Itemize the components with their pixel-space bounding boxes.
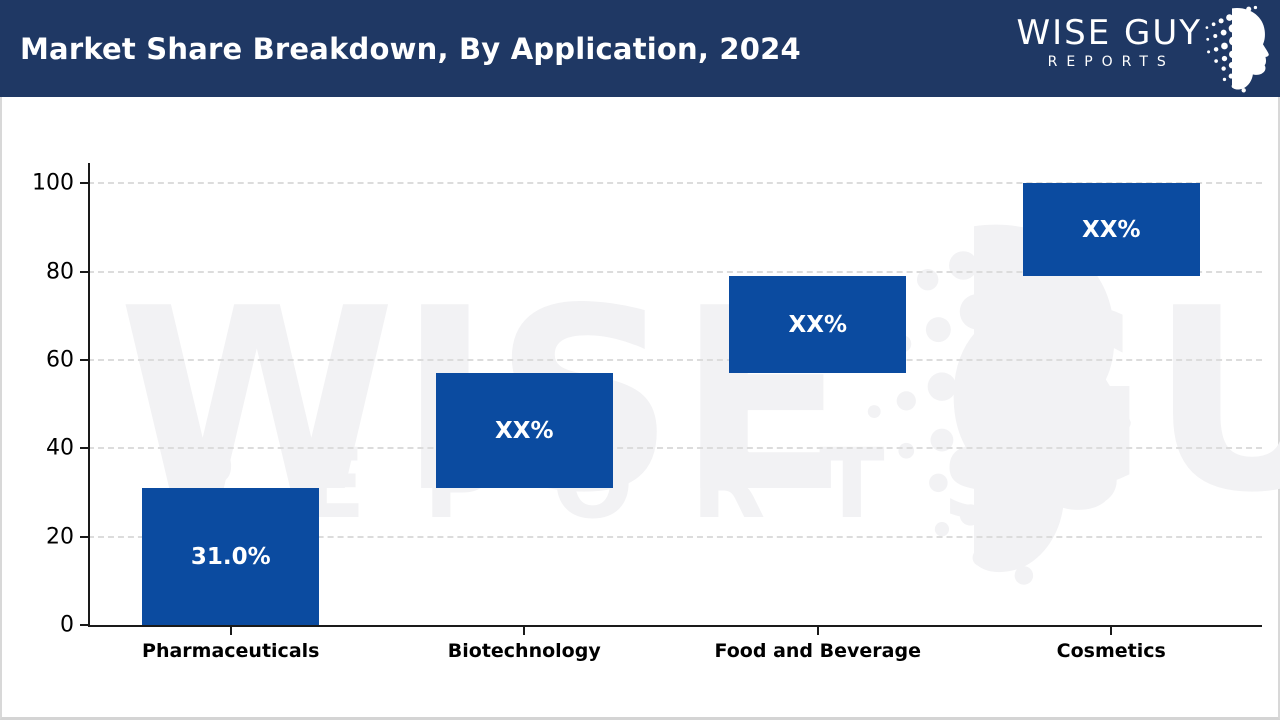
bar-pharmaceuticals: 31.0% [142, 488, 320, 625]
x-category-label: Cosmetics [1056, 640, 1166, 662]
x-tick-mark [1110, 627, 1113, 635]
y-tick-label: 20 [46, 524, 74, 550]
bar-cosmetics: XX% [1022, 183, 1200, 277]
x-axis-spine [88, 625, 1262, 627]
x-category-label: Biotechnology [447, 640, 601, 662]
y-tick-label: 80 [46, 259, 74, 285]
bar-biotechnology: XX% [435, 373, 613, 489]
bar-value-label: XX% [494, 417, 554, 444]
y-tick-label: 40 [46, 435, 74, 461]
bar-value-label: XX% [1081, 216, 1141, 243]
logo-wordmark: WISE GUY REPORTS [1016, 13, 1202, 70]
chart-title: Market Share Breakdown, By Application, … [20, 31, 801, 66]
gridline-80 [88, 270, 1262, 273]
gridline-40 [88, 447, 1262, 450]
logo-wordmark-line1: WISE GUY [1016, 13, 1202, 53]
wise-guy-logo: WISE GUY REPORTS [1016, 0, 1270, 97]
y-tick-mark [80, 270, 88, 273]
x-category-label: Food and Beverage [714, 640, 921, 662]
bar-value-label: XX% [788, 311, 847, 338]
logo-wordmark-line2: REPORTS [1047, 53, 1175, 70]
y-tick-mark [80, 447, 88, 450]
y-tick-label: 100 [32, 170, 74, 196]
y-tick-mark [80, 535, 88, 538]
x-tick-mark [816, 627, 819, 635]
logo-head-icon [1205, 5, 1269, 93]
y-tick-label: 60 [46, 347, 74, 373]
x-tick-mark [523, 627, 526, 635]
bar-value-label: 31.0% [190, 543, 271, 570]
gridline-100 [88, 182, 1262, 185]
y-axis-spine [88, 163, 90, 627]
bar-food-and-beverage: XX% [729, 276, 907, 374]
y-tick-mark [80, 358, 88, 361]
x-tick-mark [229, 627, 232, 635]
gridline-20 [88, 535, 1262, 538]
y-tick-mark [80, 624, 88, 626]
gridline-60 [88, 358, 1262, 361]
y-tick-label: 0 [60, 612, 74, 638]
x-category-label: Pharmaceuticals [142, 640, 320, 662]
header: Market Share Breakdown, By Application, … [0, 0, 1280, 97]
y-tick-mark [80, 182, 88, 185]
